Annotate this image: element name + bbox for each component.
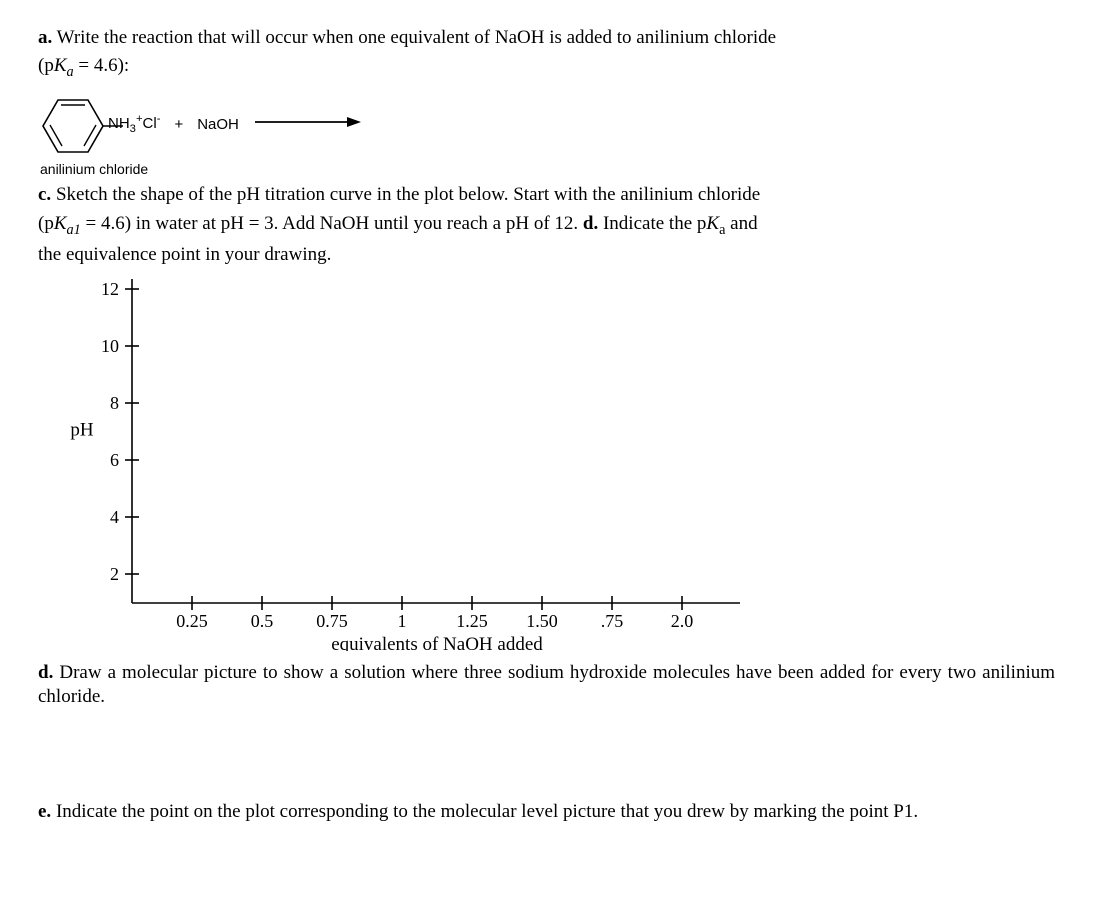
- c-K2: K: [706, 213, 719, 234]
- c-a1: a1: [67, 221, 81, 237]
- plus-sign: +: [174, 115, 183, 134]
- svg-text:equivalents of NaOH added: equivalents of NaOH added: [331, 634, 543, 651]
- pka-value: = 4.6):: [74, 55, 130, 76]
- pka-prefix: (p: [38, 55, 54, 76]
- titration-chart: 12 10 8 6 4 2 0.25 0.5 0.75 1 1.25 1.50 .75 2.0 pH equi…: [60, 271, 760, 651]
- part-a-line2: (pKa = 4.6):: [38, 54, 1055, 81]
- pka-K: K: [54, 55, 67, 76]
- svg-text:1.25: 1.25: [456, 611, 488, 631]
- svg-text:1: 1: [398, 611, 407, 631]
- part-a-text: Write the reaction that will occur when …: [57, 27, 776, 48]
- part-e-label: e.: [38, 801, 51, 822]
- svg-text:4: 4: [110, 507, 119, 527]
- svg-text:pH: pH: [70, 419, 94, 440]
- svg-text:2: 2: [110, 564, 119, 584]
- c-l2a: (p: [38, 213, 54, 234]
- pka-a: a: [67, 64, 74, 80]
- cl-text: Cl: [143, 115, 157, 132]
- svg-text:.75: .75: [601, 611, 624, 631]
- svg-text:2.0: 2.0: [671, 611, 694, 631]
- part-c-line2: (pKa1 = 4.6) in water at pH = 3. Add NaO…: [38, 212, 1055, 239]
- arrow-icon: [253, 115, 363, 134]
- part-d-text: Draw a molecular picture to show a solut…: [38, 662, 1055, 707]
- c-l2b: = 4.6) in water at pH = 3. Add NaOH unti…: [81, 213, 583, 234]
- part-d: d. Draw a molecular picture to show a so…: [38, 661, 1055, 710]
- part-a: a. Write the reaction that will occur wh…: [38, 26, 1055, 50]
- cl-sup: -: [157, 113, 161, 125]
- anilinium-caption: anilinium chloride: [40, 161, 1055, 179]
- part-c: c. Sketch the shape of the pH titration …: [38, 183, 1055, 207]
- part-d-inline-label: d.: [583, 213, 598, 234]
- part-c-label: c.: [38, 184, 51, 205]
- reaction-scheme: NH3+Cl- + NaOH: [38, 89, 1055, 159]
- reaction-text: NH3+Cl- + NaOH: [108, 112, 363, 136]
- part-e-text: Indicate the point on the plot correspon…: [56, 801, 918, 822]
- c-l2c: Indicate the p: [598, 213, 706, 234]
- part-a-label: a.: [38, 27, 52, 48]
- part-e: e. Indicate the point on the plot corres…: [38, 800, 1055, 824]
- naoh-text: NaOH: [197, 115, 239, 134]
- c-l2d: and: [725, 213, 757, 234]
- svg-text:1.50: 1.50: [526, 611, 558, 631]
- svg-text:10: 10: [101, 336, 119, 356]
- c-K: K: [54, 213, 67, 234]
- part-c-text1: Sketch the shape of the pH titration cur…: [56, 184, 760, 205]
- svg-text:0.75: 0.75: [316, 611, 348, 631]
- benzene-ring-icon: [38, 93, 106, 155]
- svg-text:0.5: 0.5: [251, 611, 274, 631]
- part-d-label: d.: [38, 662, 53, 683]
- svg-text:8: 8: [110, 393, 119, 413]
- svg-text:12: 12: [101, 279, 119, 299]
- svg-text:0.25: 0.25: [176, 611, 208, 631]
- part-c-line3: the equivalence point in your drawing.: [38, 243, 1055, 267]
- svg-text:6: 6: [110, 450, 119, 470]
- nh3-sup: +: [136, 113, 143, 125]
